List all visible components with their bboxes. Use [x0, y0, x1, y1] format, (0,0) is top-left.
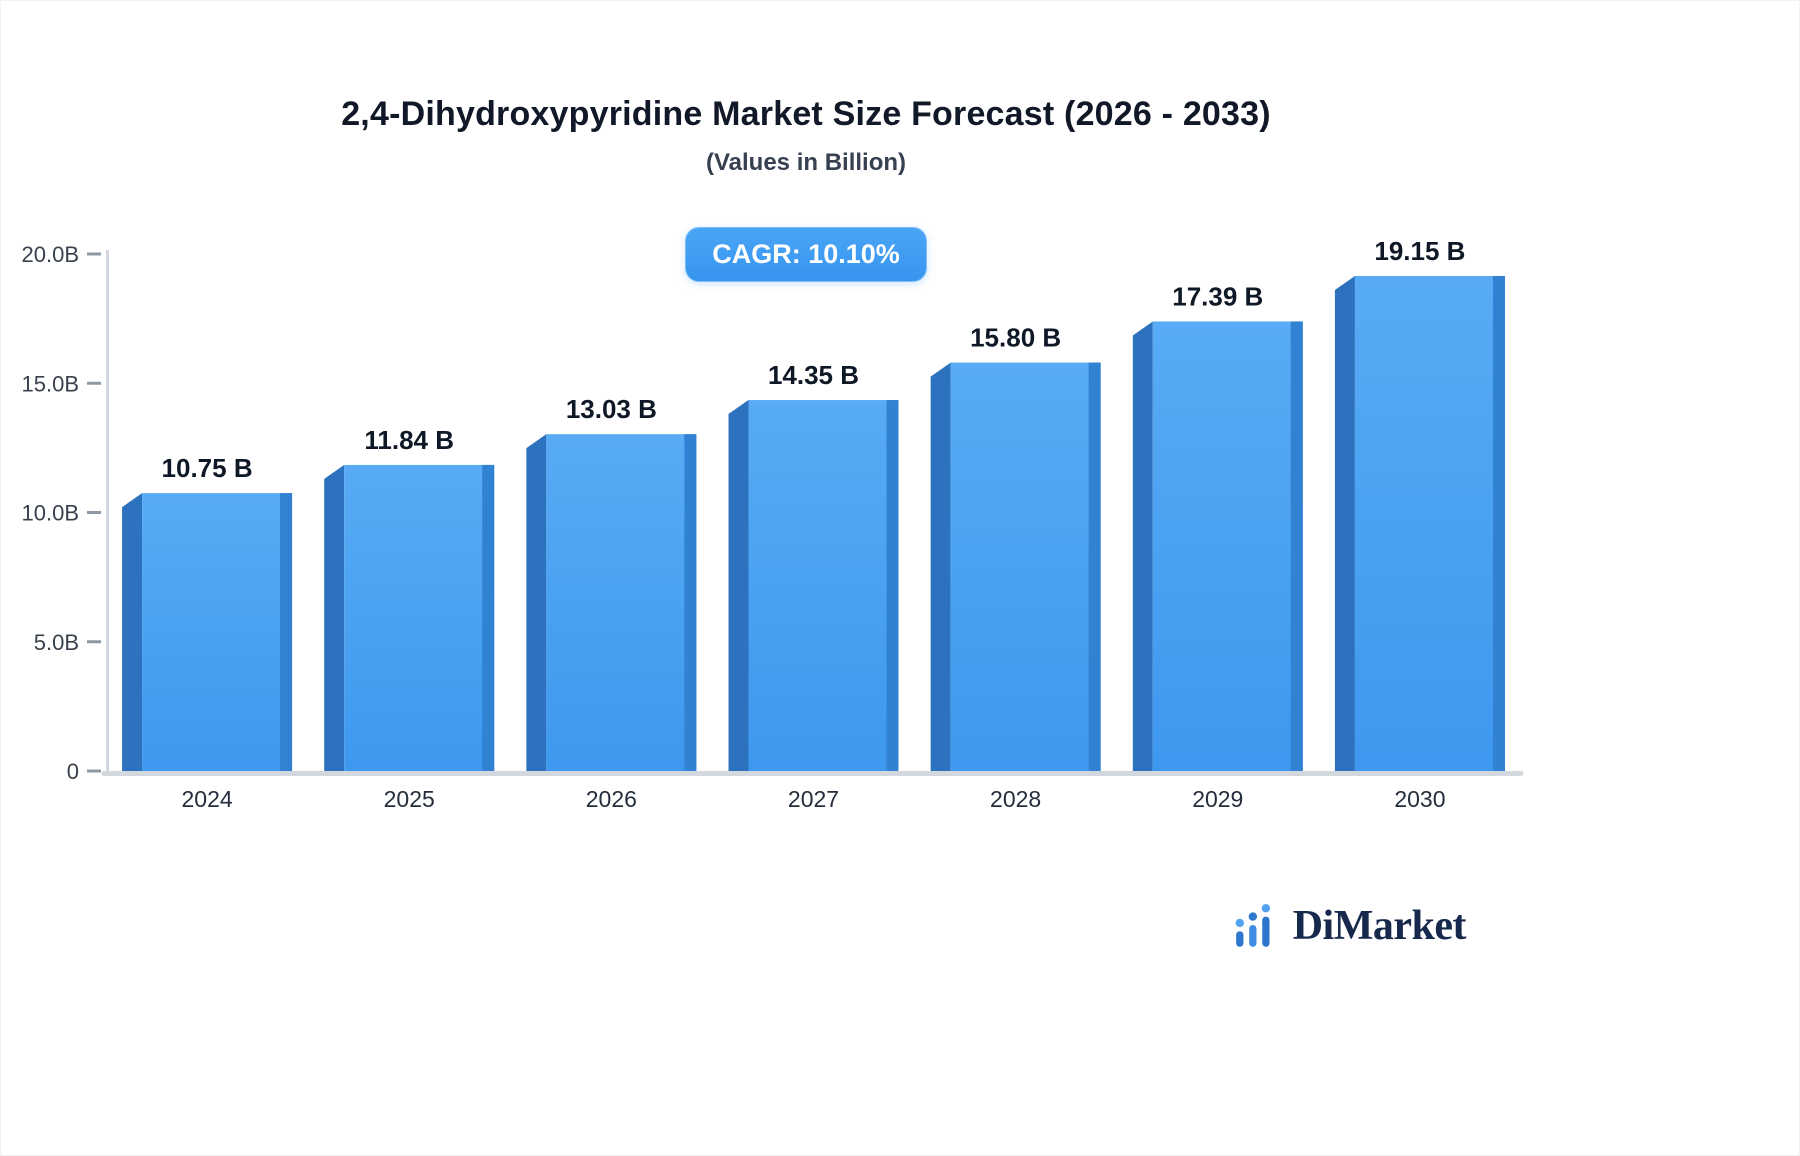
y-tick-label: 20.0B	[22, 242, 80, 267]
x-axis-label: 2026	[586, 786, 637, 812]
bar-value-label: 15.80 B	[970, 323, 1061, 353]
cagr-badge: CAGR: 10.10%	[685, 227, 927, 282]
x-axis-label: 2029	[1192, 786, 1243, 812]
bar-right-edge	[280, 493, 293, 771]
bar-value-label: 17.39 B	[1172, 281, 1263, 311]
bar-value-label: 10.75 B	[162, 453, 253, 483]
x-axis-label: 2025	[384, 786, 435, 812]
bar-side-3d	[324, 464, 345, 771]
bar-right-edge	[684, 434, 697, 771]
bar-side-3d	[930, 362, 951, 771]
bar-side-3d	[526, 434, 547, 771]
y-tick-label: 5.0B	[34, 630, 79, 655]
bar	[1354, 275, 1505, 771]
bar	[748, 400, 899, 771]
bar-value-label: 19.15 B	[1374, 236, 1465, 266]
x-axis-label: 2027	[788, 786, 839, 812]
y-tick-label: 0	[67, 759, 79, 784]
bar	[1152, 321, 1303, 771]
bar	[142, 493, 293, 771]
x-axis-label: 2030	[1394, 786, 1445, 812]
chart-subtitle: (Values in Billion)	[705, 149, 907, 176]
dimarket-logo-text: DiMarket	[1292, 903, 1467, 949]
bar-value-label: 14.35 B	[768, 360, 859, 390]
bar-right-edge	[1088, 362, 1101, 771]
dimarket-logo: DiMarket	[1233, 902, 1467, 950]
bar-right-edge	[482, 464, 495, 771]
bar	[546, 434, 697, 771]
y-tick-label: 15.0B	[22, 371, 80, 396]
bar-right-edge	[1492, 275, 1505, 771]
bar-side-3d	[1132, 321, 1153, 771]
chart-title: 2,4-Dihydroxypyridine Market Size Foreca…	[341, 95, 1271, 133]
bar	[344, 464, 495, 771]
x-axis-label: 2028	[990, 786, 1041, 812]
bar-side-3d	[1334, 275, 1355, 771]
bar-value-label: 11.84 B	[364, 425, 454, 455]
bar-right-edge	[886, 400, 899, 771]
bar-right-edge	[1290, 321, 1303, 771]
bar-side-3d	[728, 400, 749, 771]
bar	[950, 362, 1101, 771]
x-axis-label: 2024	[181, 786, 232, 812]
cagr-badge-row: CAGR: 10.10%	[1, 227, 1611, 282]
dimarket-logo-icon	[1235, 904, 1270, 947]
bar-side-3d	[122, 493, 143, 771]
bar-value-label: 13.03 B	[566, 394, 657, 424]
y-tick-label: 10.0B	[22, 501, 80, 526]
